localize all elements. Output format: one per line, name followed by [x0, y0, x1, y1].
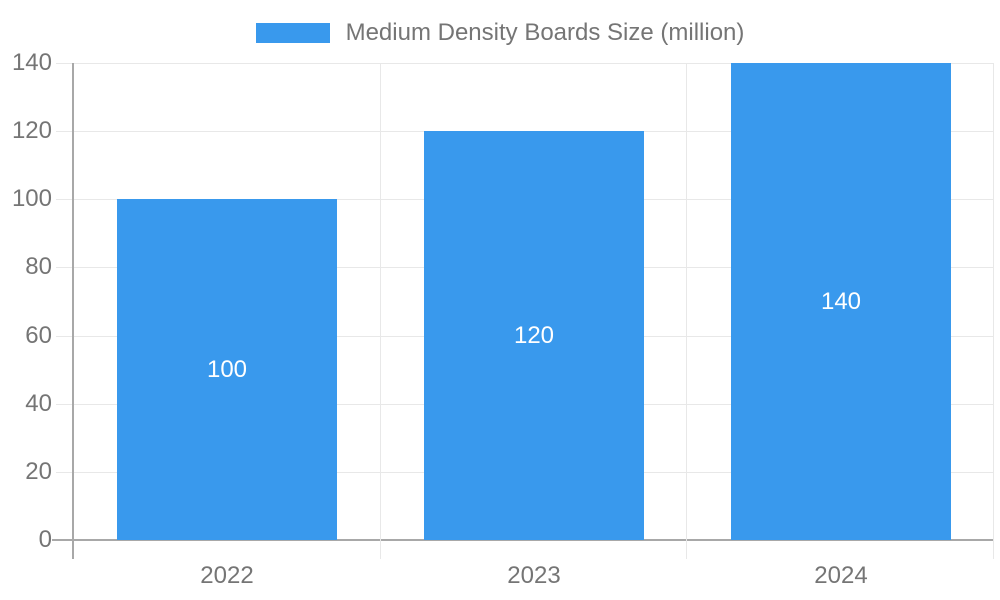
bar-2023	[424, 131, 644, 540]
y-axis-tick-label: 0	[38, 526, 52, 553]
x-gridline	[993, 63, 994, 559]
y-axis-tick-label: 140	[11, 49, 52, 76]
chart-legend: Medium Density Boards Size (million)	[0, 20, 1000, 46]
y-tick-mark	[56, 131, 74, 132]
y-axis-tick-label: 40	[25, 390, 52, 417]
x-axis-category-label: 2022	[200, 562, 254, 589]
bar-2024	[731, 63, 951, 540]
y-tick-mark	[56, 199, 74, 200]
x-axis-baseline	[52, 539, 994, 541]
x-gridline	[686, 63, 687, 559]
y-tick-mark	[56, 267, 74, 268]
bar-2022	[117, 199, 337, 540]
y-tick-mark	[56, 404, 74, 405]
y-gridline	[74, 63, 994, 64]
legend-swatch-icon	[255, 23, 330, 43]
y-axis-tick-label: 100	[11, 185, 52, 212]
y-axis-line	[72, 63, 74, 559]
y-tick-mark	[56, 336, 74, 337]
bar-value-label: 100	[206, 356, 248, 383]
y-axis-tick-label: 60	[25, 322, 52, 349]
x-axis-category-label: 2024	[814, 562, 868, 589]
y-axis-tick-label: 20	[25, 458, 52, 485]
legend-label: Medium Density Boards Size (million)	[345, 19, 745, 46]
x-axis-category-label: 2023	[507, 562, 561, 589]
bar-value-label: 120	[513, 322, 555, 349]
bar-value-label: 140	[820, 288, 862, 315]
y-axis-tick-label: 120	[11, 117, 52, 144]
y-tick-mark	[56, 472, 74, 473]
x-gridline	[380, 63, 381, 559]
y-axis-tick-label: 80	[25, 253, 52, 280]
y-tick-mark	[56, 63, 74, 64]
